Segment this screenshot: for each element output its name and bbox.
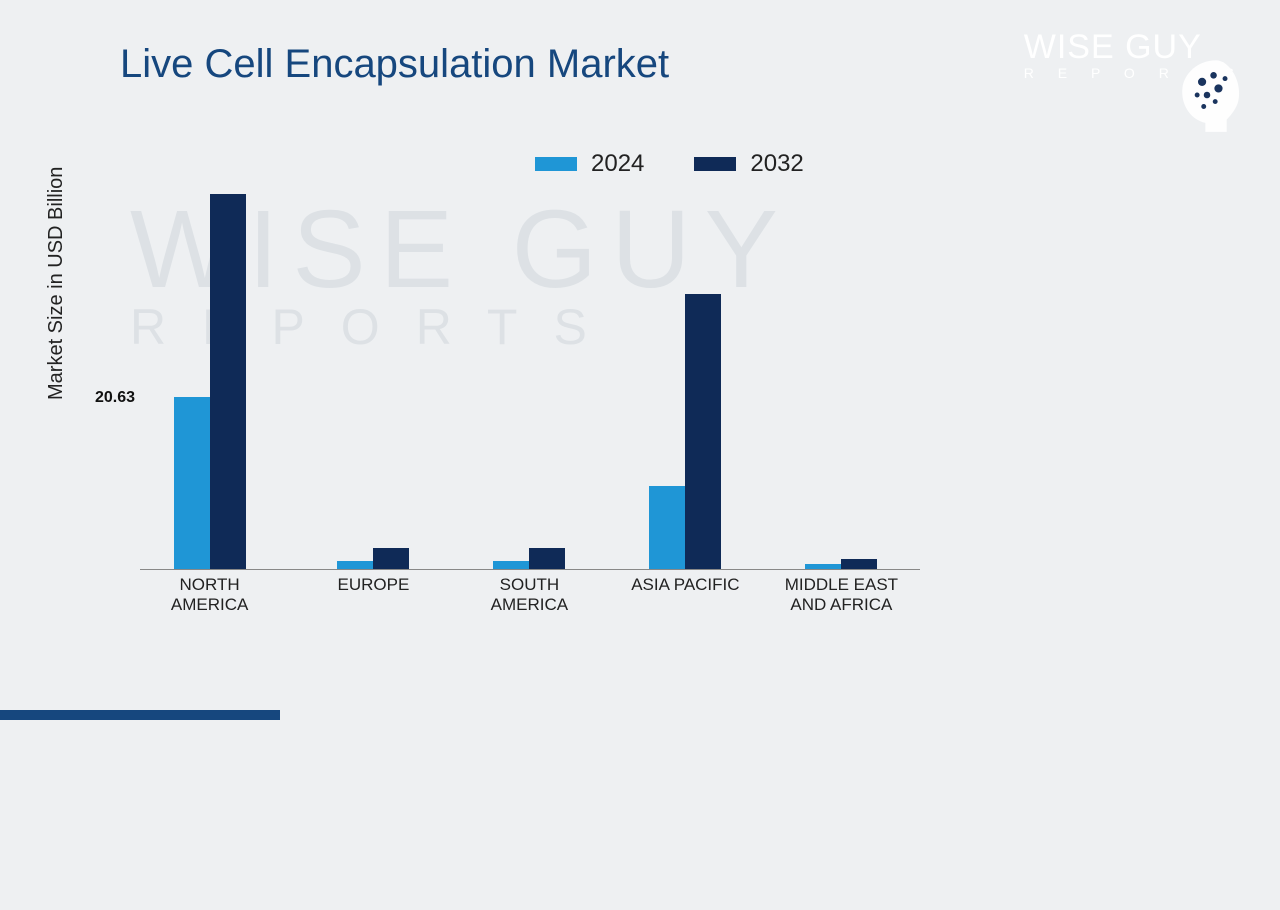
bar xyxy=(805,564,841,569)
bar xyxy=(337,561,373,569)
brand-logo: WISE GUY R E P O R T S xyxy=(1024,28,1244,81)
bottom-accent-bar xyxy=(0,710,280,720)
bar xyxy=(841,559,877,569)
plot-area: NORTH AMERICAEUROPESOUTH AMERICAASIA PAC… xyxy=(140,170,920,570)
legend-swatch-2032 xyxy=(694,157,736,171)
y-axis-tick: 20.63 xyxy=(95,389,135,407)
category-label: MIDDLE EAST AND AFRICA xyxy=(781,575,901,616)
category-label: SOUTH AMERICA xyxy=(469,575,589,616)
legend-swatch-2024 xyxy=(535,157,577,171)
chart-area: 2024 2032 Market Size in USD Billion 20.… xyxy=(55,150,925,690)
bar xyxy=(493,561,529,569)
bar xyxy=(210,194,246,569)
bar xyxy=(685,294,721,569)
y-axis-label: Market Size in USD Billion xyxy=(45,167,68,400)
category-label: NORTH AMERICA xyxy=(150,575,270,616)
category-label: EUROPE xyxy=(313,575,433,595)
category-label: ASIA PACIFIC xyxy=(625,575,745,595)
chart-title: Live Cell Encapsulation Market xyxy=(120,42,669,87)
bar xyxy=(174,397,210,569)
logo-head-icon xyxy=(1166,54,1248,136)
bar xyxy=(529,548,565,569)
bar xyxy=(649,486,685,569)
bar xyxy=(373,548,409,569)
